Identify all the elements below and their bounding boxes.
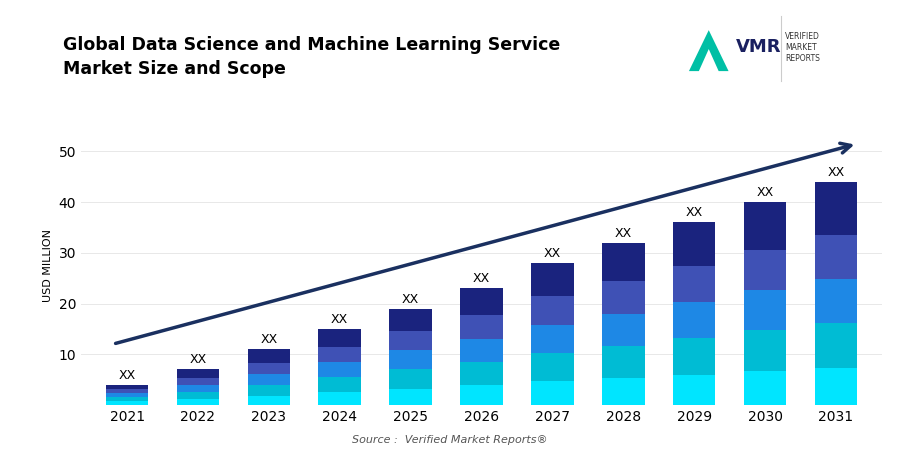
Bar xyxy=(531,353,573,381)
Bar xyxy=(460,315,503,338)
Text: XX: XX xyxy=(544,247,561,260)
Text: XX: XX xyxy=(756,186,774,199)
Bar xyxy=(319,377,361,392)
Bar xyxy=(248,396,290,405)
Text: XX: XX xyxy=(472,272,490,285)
Bar xyxy=(673,338,716,374)
Polygon shape xyxy=(689,30,729,71)
Text: XX: XX xyxy=(402,292,419,306)
Bar xyxy=(106,401,148,405)
Text: XX: XX xyxy=(615,227,632,240)
Bar xyxy=(319,346,361,362)
Bar xyxy=(176,399,220,405)
Bar xyxy=(176,369,220,378)
Bar xyxy=(814,182,857,234)
Text: XX: XX xyxy=(119,369,136,382)
Bar xyxy=(176,385,220,392)
Bar xyxy=(106,389,148,393)
Y-axis label: USD MILLION: USD MILLION xyxy=(43,229,53,302)
Bar xyxy=(106,385,148,389)
Text: XX: XX xyxy=(260,333,277,346)
Bar xyxy=(531,381,573,405)
Bar xyxy=(602,243,644,281)
Bar xyxy=(319,362,361,377)
Bar xyxy=(743,371,787,405)
Bar xyxy=(814,234,857,279)
Bar xyxy=(602,281,644,314)
Bar xyxy=(319,392,361,405)
Text: VMR: VMR xyxy=(736,38,782,56)
Bar xyxy=(106,393,148,397)
Bar xyxy=(248,349,290,363)
Bar xyxy=(673,222,716,266)
Bar xyxy=(602,346,644,378)
Bar xyxy=(531,297,573,325)
Text: XX: XX xyxy=(189,353,207,366)
Bar xyxy=(531,325,573,353)
Text: Source :  Verified Market Reports®: Source : Verified Market Reports® xyxy=(352,435,548,445)
Bar xyxy=(743,290,787,330)
Bar xyxy=(814,368,857,405)
Bar xyxy=(319,329,361,346)
Bar xyxy=(176,378,220,385)
Bar xyxy=(814,324,857,368)
Bar xyxy=(743,250,787,290)
Bar xyxy=(673,266,716,302)
Text: XX: XX xyxy=(686,207,703,219)
Bar xyxy=(176,392,220,399)
Bar xyxy=(106,397,148,401)
Bar xyxy=(248,374,290,385)
Text: VERIFIED
MARKET
REPORTS: VERIFIED MARKET REPORTS xyxy=(785,32,820,63)
Bar xyxy=(390,369,432,389)
Bar xyxy=(673,302,716,338)
Bar xyxy=(248,363,290,374)
Bar xyxy=(390,350,432,369)
Text: Global Data Science and Machine Learning Service
Market Size and Scope: Global Data Science and Machine Learning… xyxy=(63,36,560,77)
Bar xyxy=(390,331,432,350)
Bar xyxy=(460,338,503,362)
Bar xyxy=(531,263,573,297)
Bar xyxy=(673,374,716,405)
Bar xyxy=(460,385,503,405)
Text: XX: XX xyxy=(827,166,844,179)
Bar xyxy=(248,385,290,396)
Bar xyxy=(460,362,503,385)
Bar xyxy=(602,314,644,346)
Bar xyxy=(814,279,857,324)
Bar xyxy=(602,378,644,405)
Bar xyxy=(743,202,787,250)
Bar xyxy=(390,389,432,405)
Bar xyxy=(743,330,787,371)
Text: XX: XX xyxy=(331,313,348,326)
Bar xyxy=(390,309,432,331)
Bar xyxy=(460,288,503,315)
